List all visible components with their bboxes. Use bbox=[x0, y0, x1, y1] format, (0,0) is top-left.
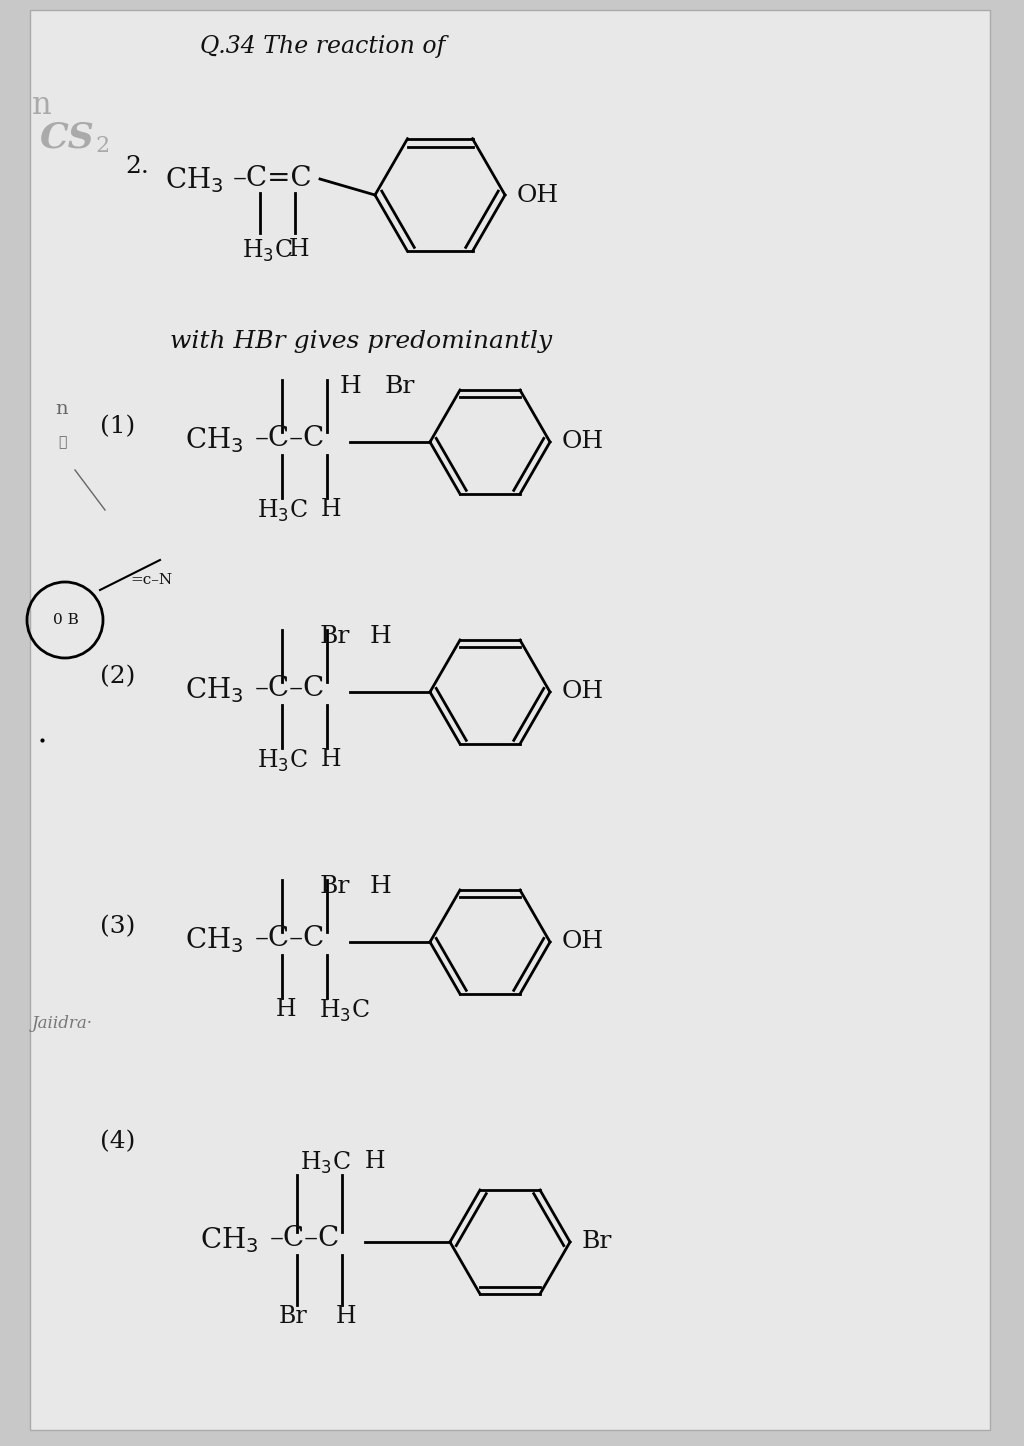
Text: 0 B: 0 B bbox=[53, 613, 79, 628]
Text: Br: Br bbox=[385, 375, 416, 398]
Text: OH: OH bbox=[517, 184, 559, 207]
Text: Br: Br bbox=[319, 875, 350, 898]
Text: H: H bbox=[340, 375, 361, 398]
Text: H: H bbox=[289, 239, 309, 260]
Text: H: H bbox=[321, 748, 341, 771]
Text: Q.34 The reaction of: Q.34 The reaction of bbox=[200, 35, 445, 58]
Text: H: H bbox=[336, 1304, 356, 1327]
Text: n: n bbox=[55, 401, 68, 418]
Text: Jaiidra·: Jaiidra· bbox=[32, 1015, 93, 1032]
Text: –C=C: –C=C bbox=[233, 165, 312, 192]
Text: OH: OH bbox=[562, 431, 604, 454]
Text: 2: 2 bbox=[95, 134, 110, 158]
Text: Br: Br bbox=[582, 1231, 612, 1254]
Text: H$_3$C: H$_3$C bbox=[319, 998, 370, 1024]
Text: H$_3$C: H$_3$C bbox=[257, 748, 308, 774]
Text: (3): (3) bbox=[100, 915, 135, 938]
Text: Br: Br bbox=[279, 1304, 308, 1327]
Text: CH$_3$: CH$_3$ bbox=[185, 425, 244, 455]
Text: CH$_3$: CH$_3$ bbox=[200, 1225, 258, 1255]
Text: –C–C: –C–C bbox=[255, 675, 326, 701]
Text: H: H bbox=[321, 497, 341, 521]
Text: (1): (1) bbox=[100, 415, 135, 438]
Text: –C–C: –C–C bbox=[255, 925, 326, 951]
Text: H: H bbox=[276, 998, 297, 1021]
Text: H$_3$C: H$_3$C bbox=[242, 239, 293, 265]
Text: –C–C: –C–C bbox=[270, 1225, 340, 1252]
Text: 2.: 2. bbox=[125, 155, 148, 178]
Text: CH$_3$: CH$_3$ bbox=[185, 925, 244, 954]
Text: OH: OH bbox=[562, 930, 604, 953]
Text: H: H bbox=[365, 1150, 385, 1173]
Text: CH$_3$: CH$_3$ bbox=[165, 165, 223, 195]
Text: CH$_3$: CH$_3$ bbox=[185, 675, 244, 704]
Text: with HBr gives predominantly: with HBr gives predominantly bbox=[170, 330, 552, 353]
Text: H$_3$C: H$_3$C bbox=[300, 1150, 351, 1176]
Text: (2): (2) bbox=[100, 665, 135, 688]
Text: n: n bbox=[32, 90, 52, 121]
Text: (4): (4) bbox=[100, 1129, 135, 1152]
Text: H: H bbox=[370, 875, 392, 898]
Text: H$_3$C: H$_3$C bbox=[257, 497, 308, 525]
Text: OH: OH bbox=[562, 681, 604, 704]
Text: Br: Br bbox=[319, 625, 350, 648]
Text: =c–N: =c–N bbox=[130, 573, 172, 587]
Text: CS: CS bbox=[40, 120, 95, 155]
Text: ❘: ❘ bbox=[58, 435, 67, 450]
Text: –C–C: –C–C bbox=[255, 425, 326, 453]
Text: H: H bbox=[370, 625, 392, 648]
